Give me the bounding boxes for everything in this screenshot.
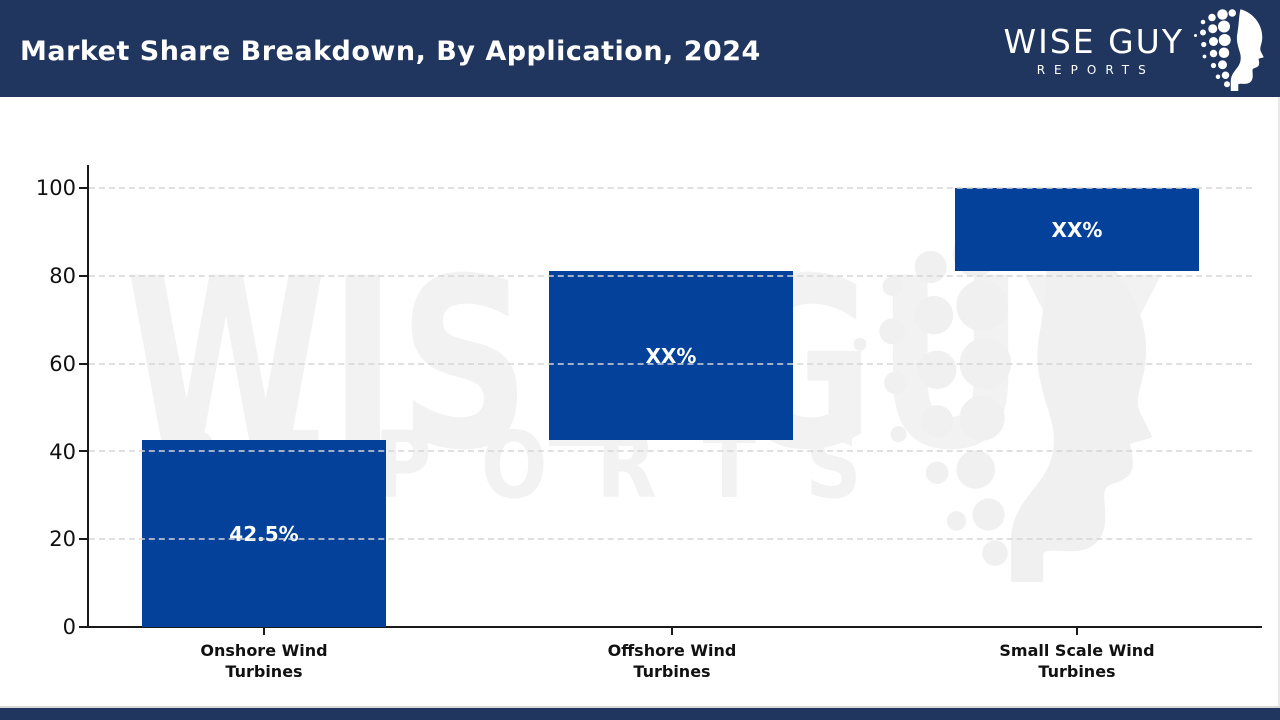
x-axis-line — [87, 626, 1262, 628]
category-label-onshore: Onshore Wind Turbines — [104, 640, 424, 682]
logo-name: WISE GUY — [1003, 21, 1184, 61]
gridline-60 — [89, 363, 1252, 365]
category-label-offshore: Offshore Wind Turbines — [512, 640, 832, 682]
gridline-20 — [89, 538, 1252, 540]
bar-onshore-wind-turbines[interactable]: 42.5% — [142, 440, 386, 627]
x-tick-onshore — [263, 628, 265, 635]
wise-guy-reports-logo: WISE GUY REPORTS — [1003, 8, 1266, 91]
x-tick-offshore — [671, 628, 673, 635]
category-label-line: Turbines — [225, 662, 303, 681]
bar-value-label: 42.5% — [229, 521, 299, 546]
watermark-head-icon — [853, 231, 1153, 582]
right-edge-border — [1278, 97, 1280, 706]
gridline-40 — [89, 450, 1252, 452]
y-tick-label: 60 — [49, 352, 76, 376]
category-label-line: Turbines — [633, 662, 711, 681]
category-label-line: Small Scale Wind — [999, 641, 1155, 660]
bar-small-scale-wind-turbines[interactable]: XX% — [955, 188, 1199, 272]
x-tick-small-scale — [1076, 628, 1078, 635]
y-tick-20 — [79, 538, 87, 540]
y-tick-label: 20 — [49, 527, 76, 551]
header-banner: Market Share Breakdown, By Application, … — [0, 0, 1280, 97]
y-tick-80 — [79, 275, 87, 277]
y-tick-0 — [79, 626, 87, 628]
y-axis-line — [87, 165, 89, 628]
category-label-line: Onshore Wind — [200, 641, 328, 660]
logo-head-icon — [1194, 9, 1264, 91]
category-label-small-scale: Small Scale Wind Turbines — [917, 640, 1237, 682]
bar-value-label: XX% — [1051, 217, 1103, 242]
category-label-line: Offshore Wind — [607, 641, 737, 660]
bar-offshore-wind-turbines[interactable]: XX% — [549, 271, 793, 441]
footer-banner — [0, 706, 1280, 720]
page-title: Market Share Breakdown, By Application, … — [20, 36, 761, 67]
y-tick-label: 80 — [49, 264, 76, 288]
y-tick-100 — [79, 187, 87, 189]
gridline-80 — [89, 275, 1252, 277]
y-tick-label: 40 — [49, 440, 76, 464]
logo-subtitle: REPORTS — [1036, 62, 1155, 77]
y-tick-60 — [79, 363, 87, 365]
y-tick-label: 100 — [35, 176, 76, 200]
category-label-line: Turbines — [1038, 662, 1116, 681]
gridline-100 — [89, 187, 1252, 189]
logo-text: WISE GUY REPORTS — [1003, 22, 1184, 77]
y-tick-40 — [79, 450, 87, 452]
y-tick-label: 0 — [62, 615, 76, 639]
